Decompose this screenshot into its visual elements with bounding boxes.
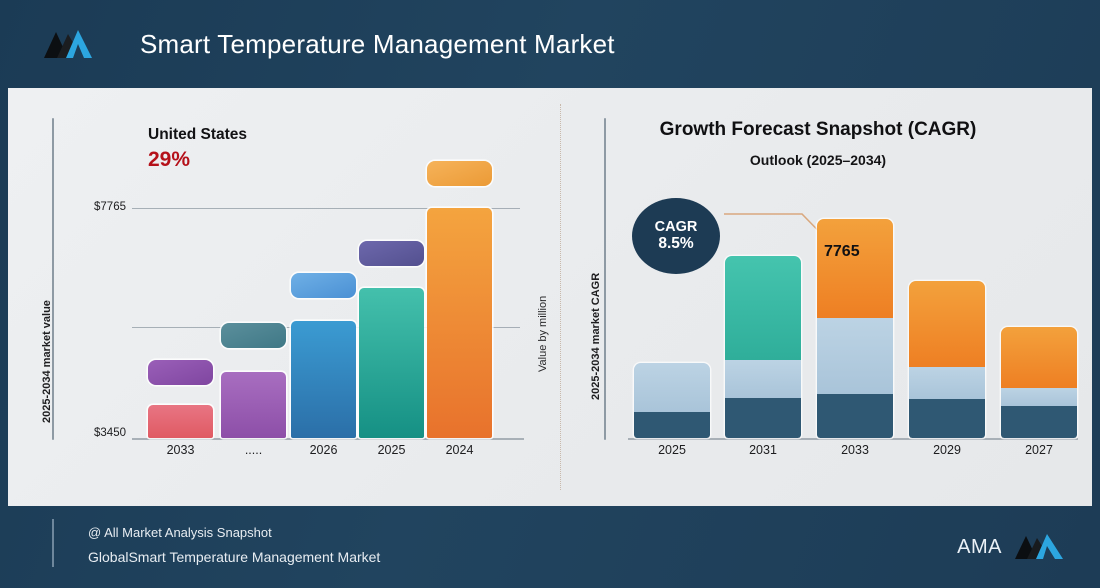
left-chart-secondary-axis-label: Value by million [537, 295, 549, 372]
ama-mountain-logo-icon [1015, 534, 1063, 559]
right-chart-y-axis [604, 118, 606, 440]
cagr-badge-label: CAGR [654, 219, 698, 236]
right-chart-baseline [628, 438, 1078, 440]
segment-base-2025 [634, 411, 710, 438]
bar-chip-2033 [148, 360, 213, 385]
x-tick-2031: 2031 [749, 443, 777, 457]
cagr-badge: CAGR 8.5% [632, 198, 720, 274]
y-tick-label-top: $7765 [94, 201, 126, 213]
bar-2025[interactable] [359, 288, 424, 438]
bar-chip-ellipsis [221, 323, 286, 348]
segment-base-2033 [817, 394, 893, 438]
page-title: Smart Temperature Management Market [140, 28, 615, 59]
left-chart-y-axis-label: 2025-2034 market value [41, 300, 53, 423]
bar-chip-2026 [291, 273, 356, 298]
bar-2024[interactable] [427, 208, 492, 438]
footer-brand-text: AMA [957, 535, 1002, 558]
x-tick-2029: 2029 [933, 443, 961, 457]
right-chart-title: Growth Forecast Snapshot (CAGR) [659, 119, 977, 140]
footer-brand: AMA [957, 531, 1066, 563]
x-tick-2025: 2025 [658, 443, 686, 457]
header-bar: Smart Temperature Management Market [0, 0, 1100, 88]
peak-value-callout: 7765 [824, 243, 860, 260]
segment-mid-2033 [817, 317, 893, 395]
x-tick-2024: 2024 [445, 443, 474, 457]
ama-mountain-logo-icon [44, 30, 92, 58]
footer-accent-rule [52, 519, 54, 567]
x-tick-2025: 2025 [377, 443, 406, 457]
footer-source-text: @ All Market Analysis Snapshot [88, 525, 272, 540]
footer-report-title: GlobalSmart Temperature Management Marke… [88, 549, 381, 565]
left-bar-chart: 2025-2034 market value Value by million … [0, 0, 552, 457]
y-tick-label-bottom: $3450 [94, 427, 126, 439]
region-growth-value: 29% [148, 148, 191, 171]
x-tick-2033: 2033 [166, 443, 195, 457]
segment-top-2029 [909, 281, 985, 368]
segment-mid-2029 [909, 367, 985, 399]
segment-top-2033 [817, 219, 893, 318]
bar-2026[interactable] [291, 321, 356, 438]
segment-mid-2031 [725, 359, 801, 398]
segment-mid-2025 [634, 363, 710, 412]
stacked-bar-2027[interactable] [1001, 327, 1077, 438]
left-chart-baseline [132, 438, 524, 440]
segment-top-2031 [725, 256, 801, 360]
x-tick-2033: 2033 [841, 443, 869, 457]
stacked-bar-2033[interactable] [817, 219, 893, 438]
segment-base-2029 [909, 398, 985, 438]
cagr-badge-value: 8.5% [658, 235, 694, 253]
bar-chip-2024 [427, 161, 492, 186]
segment-top-2027 [1001, 327, 1077, 389]
bar-ellipsis[interactable] [221, 372, 286, 438]
stacked-bar-2031[interactable] [725, 256, 801, 438]
left-chart-y-axis [52, 118, 54, 440]
footer-bar [0, 506, 1100, 588]
bar-2033[interactable] [148, 405, 213, 438]
gridline-upper [132, 208, 520, 209]
segment-base-2027 [1001, 405, 1077, 438]
right-bar-chart: 2025-2034 market CAGR Growth Forecast Sn… [552, 0, 1084, 457]
region-label: United States [148, 126, 248, 143]
right-chart-subtitle: Outlook (2025–2034) [749, 152, 887, 168]
stacked-bar-2029[interactable] [909, 281, 985, 438]
segment-mid-2027 [1001, 388, 1077, 406]
x-tick-2026: 2026 [309, 443, 338, 457]
bar-chip-2025 [359, 241, 424, 266]
panel-divider [560, 104, 561, 490]
right-chart-y-axis-label: 2025-2034 market CAGR [590, 272, 602, 400]
x-tick-2027: 2027 [1025, 443, 1053, 457]
stacked-bar-2025[interactable] [634, 363, 710, 438]
segment-base-2031 [725, 397, 801, 438]
x-tick-ellipsis: ..... [244, 443, 263, 457]
